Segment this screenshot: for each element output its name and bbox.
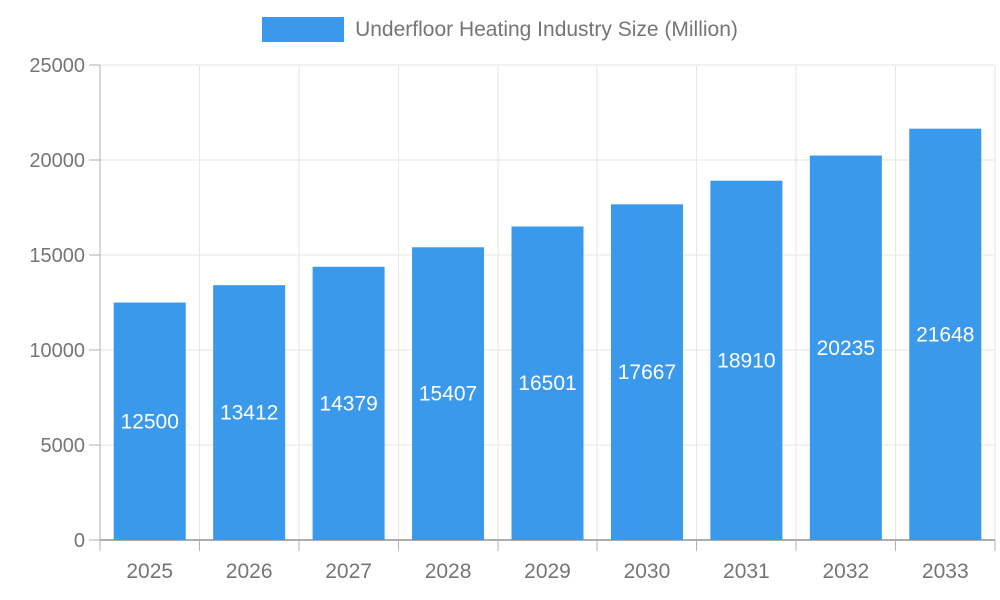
bar-value-label: 14379	[319, 392, 377, 415]
bar-2027	[312, 266, 385, 540]
bar-2025	[113, 302, 186, 540]
bar-value-label: 18910	[717, 349, 775, 372]
bar-2030	[610, 204, 683, 540]
x-axis-label: 2032	[822, 560, 869, 583]
bar-value-label: 17667	[618, 361, 676, 384]
bar-value-label: 13412	[220, 402, 278, 425]
bar-value-label: 12500	[121, 410, 179, 433]
bar-2033	[909, 128, 982, 541]
x-axis-label: 2029	[524, 560, 571, 583]
bar-2031	[710, 180, 783, 540]
y-axis-label: 25000	[29, 55, 85, 77]
x-axis-label: 2027	[325, 560, 372, 583]
bar-value-label: 20235	[817, 337, 875, 360]
bar-2032	[809, 155, 882, 540]
bar-value-label: 15407	[419, 383, 477, 406]
bar-value-label: 21648	[916, 323, 974, 346]
x-axis-label: 2028	[425, 560, 472, 583]
bar-2026	[213, 285, 286, 540]
y-axis-label: 5000	[41, 435, 86, 457]
bar-2028	[412, 247, 485, 540]
x-axis-label: 2030	[624, 560, 671, 583]
y-axis-label: 20000	[29, 150, 85, 172]
x-axis-label: 2031	[723, 560, 770, 583]
y-axis-label: 15000	[29, 245, 85, 267]
x-axis-label: 2033	[922, 560, 969, 583]
bar-value-label: 16501	[518, 372, 576, 395]
y-axis-label: 0	[74, 530, 85, 552]
x-axis-label: 2026	[226, 560, 273, 583]
bar-2029	[511, 226, 584, 540]
x-axis-label: 2025	[126, 560, 173, 583]
y-axis-label: 10000	[29, 340, 85, 362]
